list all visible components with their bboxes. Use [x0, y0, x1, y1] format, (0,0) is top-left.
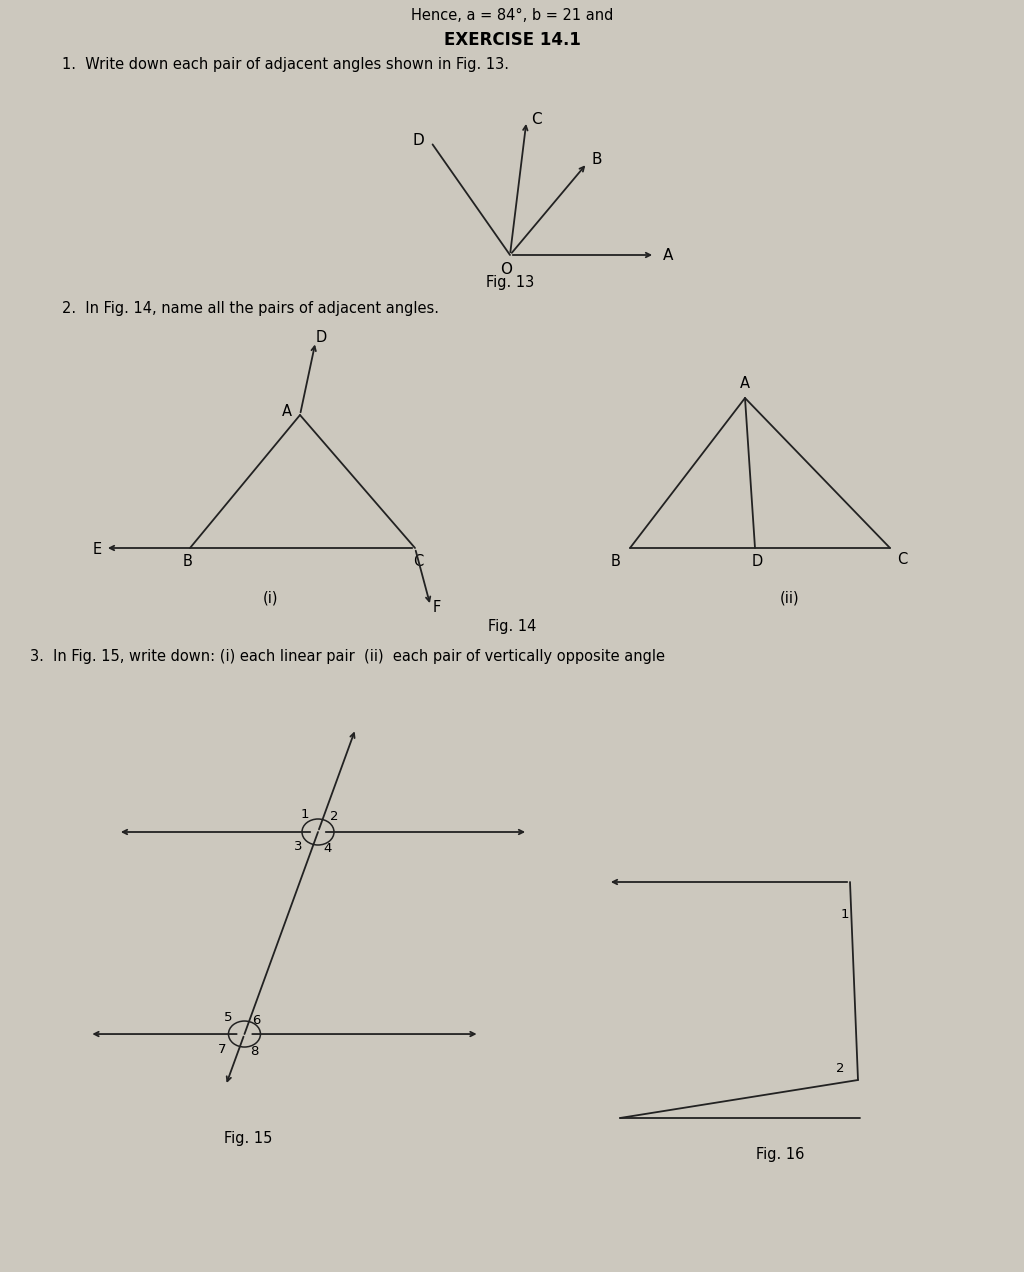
- Text: E: E: [92, 542, 101, 557]
- Text: EXERCISE 14.1: EXERCISE 14.1: [443, 31, 581, 50]
- Text: B: B: [592, 151, 602, 167]
- Text: C: C: [897, 552, 907, 567]
- Text: A: A: [282, 404, 292, 420]
- Text: O: O: [500, 262, 512, 276]
- Text: B: B: [611, 553, 621, 569]
- Text: F: F: [432, 600, 440, 616]
- Text: D: D: [316, 331, 328, 345]
- Text: 7: 7: [218, 1043, 226, 1056]
- Text: 2: 2: [330, 810, 338, 823]
- Text: D: D: [752, 553, 763, 569]
- Text: 1: 1: [841, 908, 849, 921]
- Text: 2: 2: [836, 1062, 844, 1075]
- Text: 8: 8: [250, 1044, 259, 1057]
- Text: Fig. 15: Fig. 15: [224, 1131, 272, 1146]
- Text: 1: 1: [301, 808, 309, 820]
- Text: A: A: [663, 248, 673, 262]
- Text: 1.  Write down each pair of adjacent angles shown in Fig. 13.: 1. Write down each pair of adjacent angl…: [62, 56, 509, 71]
- Text: D: D: [413, 132, 424, 148]
- Text: Fig. 13: Fig. 13: [485, 276, 535, 290]
- Text: A: A: [740, 377, 750, 392]
- Text: (ii): (ii): [780, 590, 800, 605]
- Text: 2.  In Fig. 14, name all the pairs of adjacent angles.: 2. In Fig. 14, name all the pairs of adj…: [62, 300, 439, 315]
- Text: C: C: [413, 555, 423, 570]
- Text: 4: 4: [324, 842, 332, 855]
- Text: 5: 5: [224, 1010, 232, 1024]
- Text: 3: 3: [294, 840, 302, 852]
- Text: Fig. 14: Fig. 14: [487, 618, 537, 633]
- Text: 6: 6: [252, 1014, 261, 1027]
- Text: C: C: [531, 112, 542, 126]
- Text: B: B: [183, 555, 193, 570]
- Text: Fig. 16: Fig. 16: [756, 1147, 804, 1163]
- Text: Hence, a = 84°, b = 21 and: Hence, a = 84°, b = 21 and: [411, 9, 613, 23]
- Text: 3.  In Fig. 15, write down: (i) each linear pair  (ii)  each pair of vertically : 3. In Fig. 15, write down: (i) each line…: [30, 649, 665, 664]
- Text: (i): (i): [262, 590, 278, 605]
